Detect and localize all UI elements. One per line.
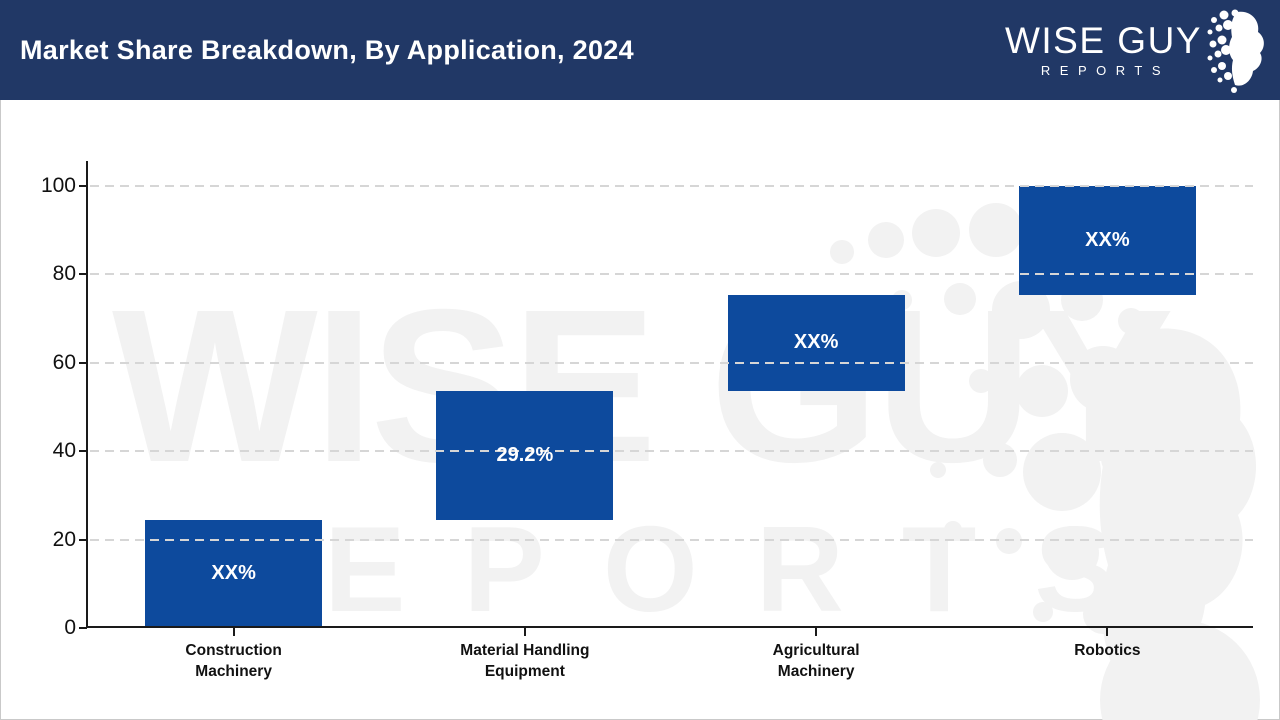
gridline — [90, 538, 1253, 541]
x-tick-label: Material Handling Equipment — [395, 640, 655, 682]
x-tick-mark — [1106, 628, 1109, 636]
y-tick-mark — [79, 185, 87, 187]
logo-head-icon — [1207, 9, 1264, 93]
y-tick-label: 0 — [64, 616, 76, 639]
chart-title: Market Share Breakdown, By Application, … — [20, 34, 634, 65]
y-axis-line — [86, 161, 88, 628]
x-tick-label: Agricultural Machinery — [686, 640, 946, 682]
logo-wordmark: WISE GUY — [1004, 20, 1202, 61]
gridline — [90, 361, 1253, 364]
y-tick-mark — [79, 361, 87, 364]
gridline — [90, 450, 1253, 453]
x-tick-label: Robotics — [977, 640, 1237, 661]
gridline — [90, 273, 1253, 276]
x-tick-label-line: Agricultural — [772, 642, 860, 659]
bar — [436, 390, 614, 520]
bar — [1018, 186, 1196, 295]
x-tick-label-line: Robotics — [1074, 642, 1141, 659]
x-tick-label-line: Construction — [185, 642, 282, 659]
y-tick-label: 80 — [52, 262, 76, 286]
y-tick-mark — [79, 627, 87, 629]
x-tick-label-line: Machinery — [195, 663, 272, 680]
y-tick-label: 60 — [52, 350, 76, 374]
x-tick-label: Construction Machinery — [104, 640, 364, 682]
x-tick-mark — [523, 628, 526, 636]
x-tick-label-line: Machinery — [777, 663, 855, 680]
y-tick-mark — [79, 273, 87, 276]
y-tick-label: 40 — [52, 439, 76, 463]
bar-value-label: XX% — [211, 562, 256, 585]
gridline — [90, 185, 1253, 187]
brand-logo: WISE GUY REPORTS — [1005, 4, 1266, 96]
x-axis-line — [86, 626, 1253, 628]
header-bar: Market Share Breakdown, By Application, … — [0, 0, 1280, 100]
x-tick-label-line: Equipment — [484, 663, 565, 680]
bar-value-label: XX% — [793, 331, 839, 354]
x-tick-mark — [815, 628, 818, 636]
bar — [727, 294, 905, 391]
y-tick-mark — [79, 538, 87, 541]
y-tick-mark — [79, 450, 87, 453]
bar — [145, 519, 323, 628]
x-tick-label-line: Material Handling — [460, 642, 590, 659]
x-tick-mark — [232, 628, 235, 636]
y-tick-label: 100 — [40, 174, 76, 197]
y-tick-label: 20 — [52, 527, 76, 551]
bar-value-label: XX% — [1085, 228, 1130, 251]
bar-value-label: 29.2% — [496, 443, 554, 466]
logo-subtext: REPORTS — [1040, 63, 1171, 78]
